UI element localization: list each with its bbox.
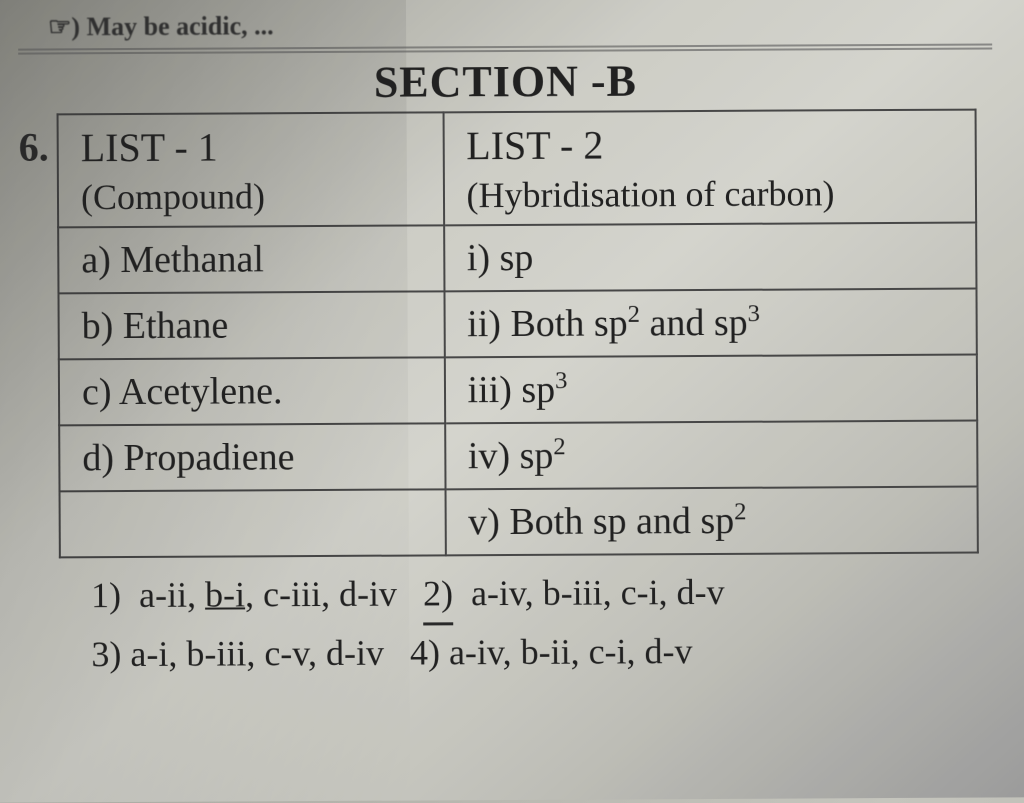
table-header-row: LIST - 1 (Compound) LIST - 2 (Hybridisat…	[58, 110, 977, 228]
list1-subtitle: (Compound)	[81, 173, 427, 220]
option-3: 3) a-i, b-iii, c-v, d-iv	[91, 625, 384, 682]
option-2: 2) a-iv, b-iii, c-i, d-v	[423, 565, 725, 625]
answer-options: 1) a-ii, b-i, c-iii, d-iv 2) a-iv, b-iii…	[91, 563, 996, 682]
cell-c: c) Acetylene.	[59, 357, 445, 425]
section-title: SECTION -B	[18, 53, 992, 109]
list1-header: LIST - 1 (Compound)	[58, 112, 444, 227]
table-row: v) Both sp and sp2	[60, 487, 978, 558]
cell-a: a) Methanal	[58, 225, 444, 293]
cell-iv: iv) sp2	[445, 421, 978, 490]
question-number: 6.	[19, 113, 57, 170]
match-table: LIST - 1 (Compound) LIST - 2 (Hybridisat…	[57, 109, 979, 559]
cell-b: b) Ethane	[58, 291, 444, 359]
list2-title: LIST - 2	[466, 119, 959, 172]
top-cropped-text: ☞) May be acidic, ...	[48, 7, 992, 42]
table-row: d) Propadiene iv) sp2	[59, 421, 977, 492]
table-row: b) Ethane ii) Both sp2 and sp3	[58, 289, 976, 360]
table-row: c) Acetylene. iii) sp3	[59, 355, 977, 426]
table-row: a) Methanal i) sp	[58, 223, 976, 294]
option-4: 4) a-iv, b-ii, c-i, d-v	[410, 624, 693, 681]
cell-v: v) Both sp and sp2	[445, 487, 978, 556]
cell-empty	[60, 489, 446, 557]
cell-d: d) Propadiene	[59, 423, 445, 491]
list2-subtitle: (Hybridisation of carbon)	[466, 171, 959, 219]
list1-title: LIST - 1	[81, 121, 427, 173]
option-1: 1) a-ii, b-i, c-iii, d-iv	[91, 567, 397, 627]
cell-i: i) sp	[444, 223, 977, 292]
list2-header: LIST - 2 (Hybridisation of carbon)	[443, 110, 976, 226]
cell-iii: iii) sp3	[444, 355, 977, 424]
cell-ii: ii) Both sp2 and sp3	[444, 289, 977, 358]
